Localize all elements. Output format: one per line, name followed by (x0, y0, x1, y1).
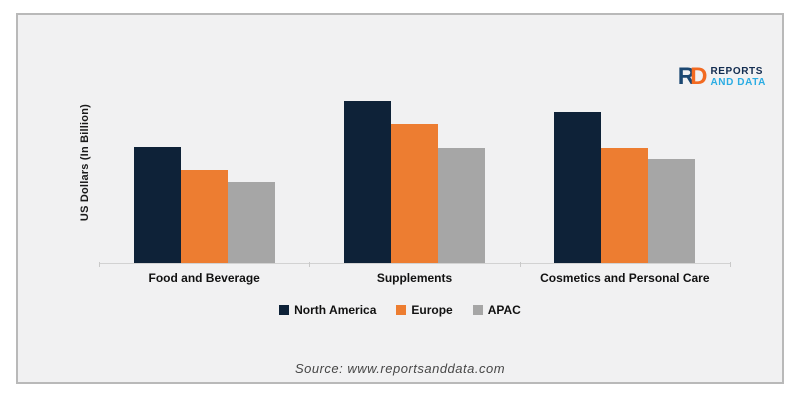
bar-europe (390, 124, 438, 263)
category-label: Cosmetics and Personal Care (540, 271, 710, 285)
legend-item: Europe (396, 303, 453, 317)
bar-europe (601, 148, 649, 263)
legend-label: North America (294, 303, 377, 317)
legend-item: North America (279, 303, 376, 317)
axis-tick (309, 262, 311, 267)
bar-europe (180, 170, 228, 263)
reports-and-data-logo: R D REPORTS AND DATA (677, 63, 766, 90)
legend-swatch-icon (472, 305, 483, 315)
bar-group (309, 63, 519, 263)
axis-tick (519, 262, 521, 267)
chart-container: US Dollars (In Billion) Food and Beverag… (16, 13, 784, 384)
bar-north-america (554, 112, 602, 263)
bar-groups (99, 63, 730, 263)
axis-tick (730, 262, 731, 267)
logo-line-reports: REPORTS (710, 65, 763, 77)
y-axis-label-text: US Dollars (In Billion) (79, 104, 91, 222)
category-label: Food and Beverage (148, 271, 260, 285)
legend-label: Europe (411, 303, 453, 317)
axis-tick (99, 262, 100, 267)
bar-apac (437, 148, 485, 263)
legend: North America Europe APAC (18, 303, 782, 317)
x-axis-line (99, 262, 731, 267)
source-caption: Source: www.reportsanddata.com (294, 361, 506, 376)
legend-label: APAC (487, 303, 521, 317)
bar-apac (648, 159, 696, 263)
legend-item: APAC (472, 303, 521, 317)
legend-swatch-icon (396, 305, 407, 315)
bar-group (520, 63, 730, 263)
y-axis-label: US Dollars (In Billion) (72, 63, 98, 263)
bar-north-america (343, 101, 391, 263)
bar-group (99, 63, 309, 263)
bar-north-america (133, 147, 181, 263)
logo-text: REPORTS AND DATA (710, 66, 766, 88)
logo-monogram-icon: R D (677, 63, 708, 90)
logo-letter-d: D (690, 63, 707, 90)
category-label: Supplements (376, 271, 453, 285)
plot-area (99, 63, 731, 267)
logo-letter-r: R (677, 63, 695, 90)
bar-apac (227, 182, 275, 263)
legend-swatch-icon (279, 305, 290, 315)
logo-line-anddata: AND DATA (710, 76, 766, 88)
x-axis-category-labels: Food and Beverage Supplements Cosmetics an… (99, 271, 730, 285)
